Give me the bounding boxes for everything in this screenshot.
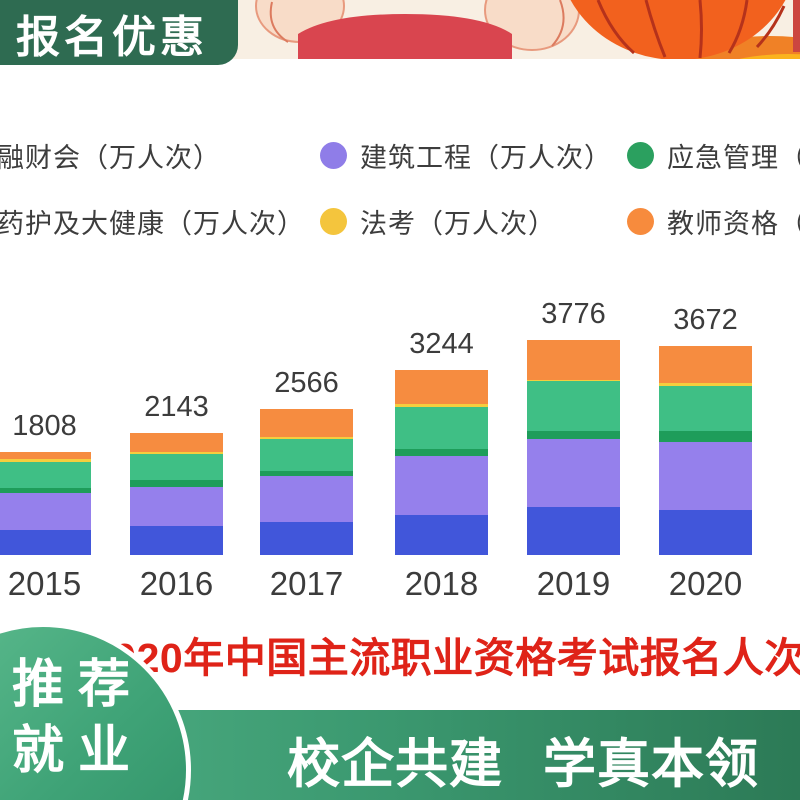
- segment-health-2016: [130, 453, 223, 481]
- segment-construction-2020: [659, 441, 752, 510]
- legend-dot-construction: [320, 141, 347, 169]
- total-label-2015: 1808: [12, 409, 77, 442]
- legend-label-finance: 融财会（万人次）: [0, 142, 221, 173]
- legend-label-emergency: 应急管理（万人次）: [667, 142, 800, 173]
- segment-construction-2019: [527, 438, 620, 507]
- cartoon-figure: [255, 0, 580, 59]
- registration-discount-badge: 报名优惠: [0, 0, 238, 65]
- footer-slogan-right: 学真本领: [543, 735, 759, 794]
- legend-item-construction: 建筑工程（万人次）: [320, 140, 612, 173]
- recommend-job-line1: 推荐: [12, 656, 145, 714]
- chart-title: 2020年中国主流职业资格考试报名人次: [90, 635, 800, 681]
- footer-slogan: 校企共建 学真本领: [287, 722, 759, 798]
- total-label-2016: 2143: [144, 390, 209, 423]
- segment-health-2019: [527, 381, 620, 431]
- legend-dot-law: [320, 207, 347, 235]
- segment-health-2015: [0, 462, 91, 489]
- bar-2016: [130, 432, 223, 555]
- segment-emergency-2015: [0, 488, 91, 494]
- bar-2018: [395, 370, 488, 555]
- segment-health-2018: [395, 407, 488, 449]
- segment-health-2017: [260, 439, 353, 471]
- year-label-2018: 2018: [404, 565, 479, 602]
- year-label-2015: 2015: [7, 565, 82, 602]
- footer-slogan-left: 校企共建: [287, 735, 503, 794]
- segment-finance-2018: [395, 515, 488, 555]
- segment-teacher-2018: [395, 370, 488, 405]
- segment-emergency-2020: [659, 430, 752, 442]
- segment-finance-2020: [659, 509, 752, 555]
- legend-dot-emergency: [627, 141, 654, 169]
- segment-finance-2019: [527, 506, 620, 555]
- total-label-2018: 3244: [409, 328, 474, 361]
- segment-teacher-2019: [527, 339, 620, 380]
- segment-finance-2016: [130, 526, 223, 555]
- segment-teacher-2015: [0, 451, 91, 460]
- bar-2019: [527, 339, 620, 555]
- segment-emergency-2019: [527, 430, 620, 439]
- recommend-job-line2: 就业: [12, 722, 145, 780]
- legend-item-law: 法考（万人次）: [320, 206, 556, 239]
- total-label-2019: 3776: [541, 297, 606, 330]
- legend-item-finance: 融财会（万人次）: [0, 140, 221, 173]
- legend-item-health: 药护及大健康（万人次）: [0, 206, 305, 239]
- segment-law-2019: [527, 379, 620, 382]
- segment-teacher-2016: [130, 432, 223, 452]
- segment-law-2016: [130, 451, 223, 454]
- segment-construction-2018: [395, 456, 488, 516]
- segment-construction-2015: [0, 493, 91, 530]
- legend-item-emergency: 应急管理（万人次）: [627, 140, 800, 173]
- segment-law-2020: [659, 383, 752, 386]
- bar-2015: [0, 451, 91, 555]
- bar-2020: [659, 345, 752, 555]
- segment-law-2015: [0, 459, 91, 463]
- bar-2017: [260, 408, 353, 555]
- segment-emergency-2018: [395, 448, 488, 457]
- segment-health-2020: [659, 385, 752, 431]
- recommend-job-label: 推荐 就业: [12, 652, 144, 784]
- segment-teacher-2020: [659, 345, 752, 384]
- total-label-2017: 2566: [274, 366, 339, 399]
- legend-label-law: 法考（万人次）: [360, 208, 556, 239]
- legend-label-teacher: 教师资格（万人次）: [667, 208, 800, 239]
- segment-finance-2017: [260, 522, 353, 555]
- segment-construction-2017: [260, 476, 353, 522]
- total-label-2020: 3672: [673, 303, 738, 336]
- segment-law-2018: [395, 404, 488, 408]
- registration-discount-label: 报名优惠: [16, 12, 208, 62]
- segment-law-2017: [260, 437, 353, 440]
- legend-label-health: 药护及大健康（万人次）: [0, 208, 305, 239]
- year-label-2019: 2019: [536, 565, 611, 602]
- legend-item-teacher: 教师资格（万人次）: [627, 206, 800, 239]
- year-label-2016: 2016: [139, 565, 214, 602]
- legend-dot-teacher: [627, 207, 654, 235]
- segment-emergency-2016: [130, 480, 223, 488]
- segment-emergency-2017: [260, 470, 353, 477]
- segment-teacher-2017: [260, 408, 353, 438]
- segment-finance-2015: [0, 529, 91, 555]
- legend-label-construction: 建筑工程（万人次）: [360, 142, 612, 173]
- year-label-2020: 2020: [668, 565, 743, 602]
- segment-construction-2016: [130, 487, 223, 527]
- year-label-2017: 2017: [269, 565, 344, 602]
